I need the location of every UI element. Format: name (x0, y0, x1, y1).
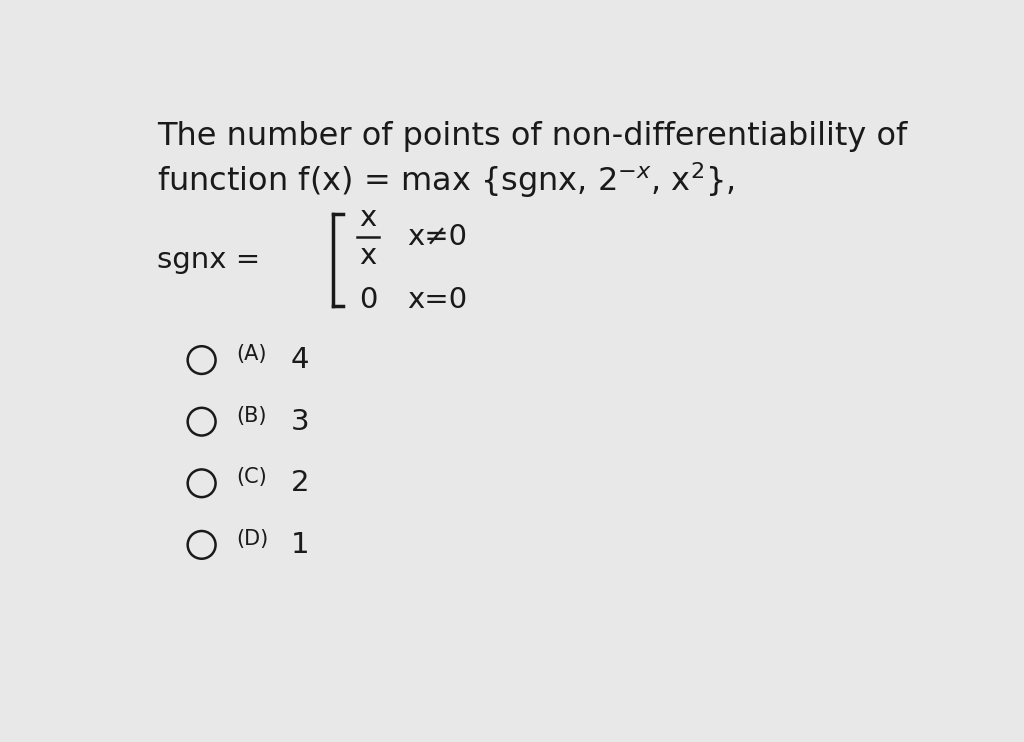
Text: 1: 1 (291, 531, 309, 559)
Text: The number of points of non-differentiability of: The number of points of non-differentiab… (158, 122, 907, 152)
Text: x: x (359, 203, 377, 232)
Text: 2: 2 (291, 469, 309, 497)
Text: (B): (B) (237, 406, 267, 425)
Text: function f(x) = max {sgnx, 2$^{-x}$, x$^{2}$},: function f(x) = max {sgnx, 2$^{-x}$, x$^… (158, 160, 735, 200)
Text: 4: 4 (291, 346, 309, 374)
Text: x≠0: x≠0 (407, 223, 467, 251)
Text: (C): (C) (237, 467, 267, 487)
Text: (A): (A) (237, 344, 267, 364)
Text: x: x (359, 242, 377, 270)
Text: x=0: x=0 (407, 286, 467, 314)
Text: (D): (D) (237, 529, 268, 549)
Text: 3: 3 (291, 407, 309, 436)
Text: 0: 0 (359, 286, 378, 314)
Text: sgnx =: sgnx = (158, 246, 261, 274)
